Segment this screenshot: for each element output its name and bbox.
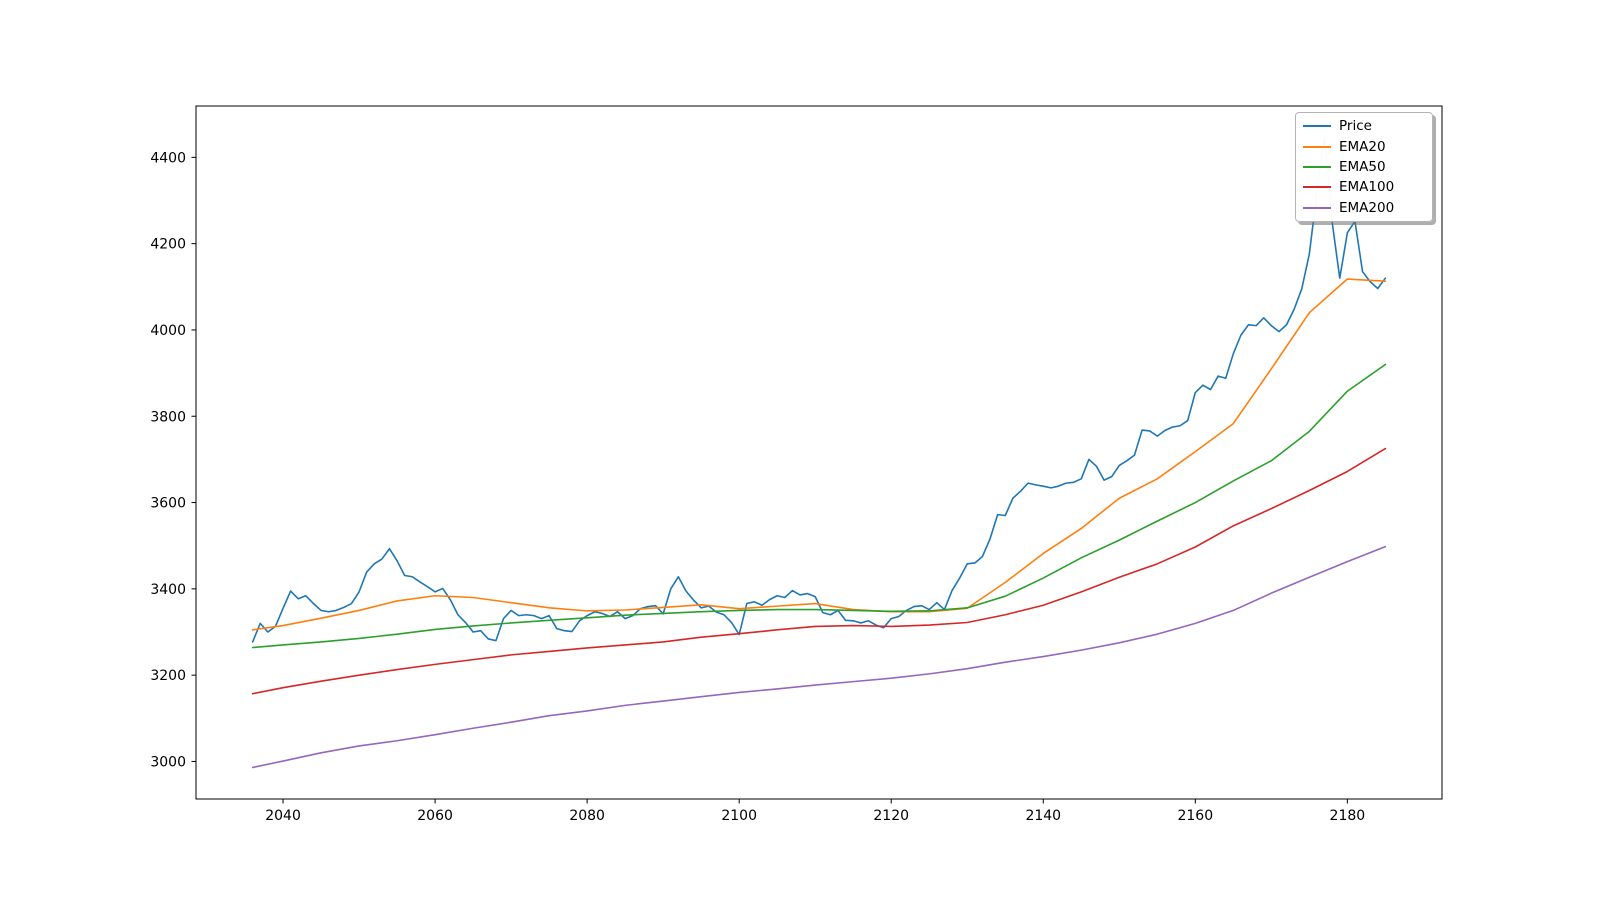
legend-label: EMA200 <box>1339 199 1395 216</box>
legend-line-sample <box>1303 125 1331 128</box>
y-tick-label: 4400 <box>150 150 186 166</box>
series-line-ema200 <box>251 545 1387 769</box>
legend-label: Price <box>1339 118 1372 135</box>
legend-line-sample <box>1303 145 1331 148</box>
axes-frame <box>195 105 1443 800</box>
x-tick-label: 2160 <box>1177 808 1213 824</box>
y-tick-label: 3600 <box>150 496 186 512</box>
legend-item-ema20: EMA20 <box>1303 137 1424 157</box>
y-tick-label: 3400 <box>150 582 186 598</box>
legend-label: EMA100 <box>1339 179 1395 196</box>
legend-item-price: Price <box>1303 116 1424 136</box>
series-line-price <box>251 136 1387 643</box>
y-tick-label: 3200 <box>150 668 186 684</box>
y-tick-label: 4000 <box>150 323 186 339</box>
y-tick-label: 4200 <box>150 237 186 253</box>
x-tick-label: 2180 <box>1330 808 1366 824</box>
x-tick-label: 2080 <box>569 808 605 824</box>
legend-line-sample <box>1303 165 1331 168</box>
legend-label: EMA20 <box>1339 138 1386 155</box>
series-line-ema20 <box>251 278 1387 631</box>
legend-line-sample <box>1303 186 1331 189</box>
series-line-ema50 <box>251 363 1387 649</box>
series-line-ema100 <box>251 447 1387 695</box>
legend-item-ema100: EMA100 <box>1303 177 1424 197</box>
legend-item-ema200: EMA200 <box>1303 198 1424 218</box>
legend: Price EMA20 EMA50 EMA100 EMA200 <box>1295 112 1433 222</box>
x-tick-label: 2100 <box>721 808 757 824</box>
y-tick-label: 3000 <box>150 754 186 770</box>
x-tick-label: 2040 <box>265 808 301 824</box>
x-tick-label: 2060 <box>417 808 453 824</box>
x-tick-label: 2120 <box>873 808 909 824</box>
x-tick-label: 2140 <box>1025 808 1061 824</box>
legend-line-sample <box>1303 206 1331 209</box>
legend-label: EMA50 <box>1339 158 1386 175</box>
y-tick-label: 3800 <box>150 409 186 425</box>
legend-item-ema50: EMA50 <box>1303 157 1424 177</box>
